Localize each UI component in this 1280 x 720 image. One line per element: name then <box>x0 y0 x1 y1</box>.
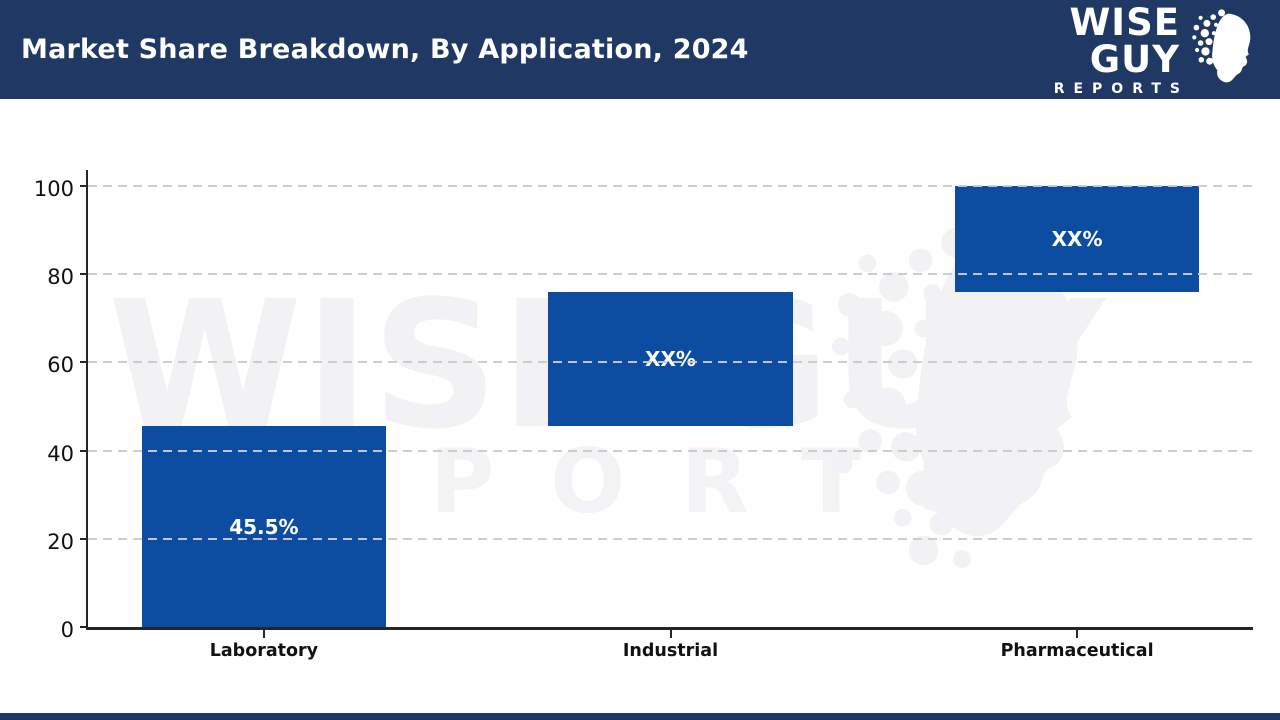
gridline-20 <box>88 537 1253 540</box>
gridline-60 <box>88 361 1253 364</box>
y-tick-label-100: 100 <box>33 177 74 202</box>
y-axis-spine <box>86 170 88 629</box>
x-tick-mark <box>669 630 672 638</box>
y-tick-label-0: 0 <box>60 618 74 643</box>
wise-guy-reports-logo: WISE GUY REPORTS <box>1012 4 1262 97</box>
bar-value-label: 45.5% <box>229 514 299 539</box>
logo-face-icon <box>1192 9 1251 83</box>
bar-value-label: XX% <box>1051 226 1103 251</box>
bar-industrial: XX% <box>548 291 793 427</box>
bar-laboratory: 45.5% <box>141 426 387 627</box>
bar-value-label: XX% <box>645 347 696 372</box>
y-tick-mark <box>80 273 86 276</box>
y-tick-label-40: 40 <box>47 441 74 466</box>
x-tick-mark <box>1076 630 1079 638</box>
y-tick-mark <box>80 449 86 452</box>
logo-wiseguy-label: WISE GUY <box>1069 0 1180 81</box>
y-tick-mark <box>80 184 86 187</box>
gridline-100 <box>88 184 1253 187</box>
y-tick-mark <box>80 361 86 364</box>
x-category-label-industrial: Industrial <box>622 641 719 661</box>
y-tick-mark <box>80 537 86 540</box>
y-tick-label-60: 60 <box>47 353 74 378</box>
x-tick-mark <box>262 630 265 638</box>
chart-title: Market Share Breakdown, By Application, … <box>21 34 749 65</box>
x-axis-spine <box>86 627 1253 630</box>
header-bar: Market Share Breakdown, By Application, … <box>0 0 1280 99</box>
logo-text: WISE GUY REPORTS <box>1012 4 1180 97</box>
gridline-40 <box>88 449 1253 452</box>
plot-area: 45.5% Laboratory XX% Industrial XX% Pharmaceu… <box>34 170 1253 661</box>
footer-bar <box>0 713 1280 720</box>
y-tick-label-80: 80 <box>47 265 74 290</box>
x-category-label-laboratory: Laboratory <box>209 641 319 661</box>
logo-reports-label: REPORTS <box>1053 80 1189 97</box>
y-tick-label-20: 20 <box>47 529 74 554</box>
gridline-80 <box>88 273 1253 276</box>
y-tick-mark <box>80 626 86 628</box>
x-category-label-pharmaceutical: Pharmaceutical <box>1000 641 1154 661</box>
bar-pharmaceutical: XX% <box>954 185 1200 292</box>
watermark-face-logo <box>831 227 1078 569</box>
